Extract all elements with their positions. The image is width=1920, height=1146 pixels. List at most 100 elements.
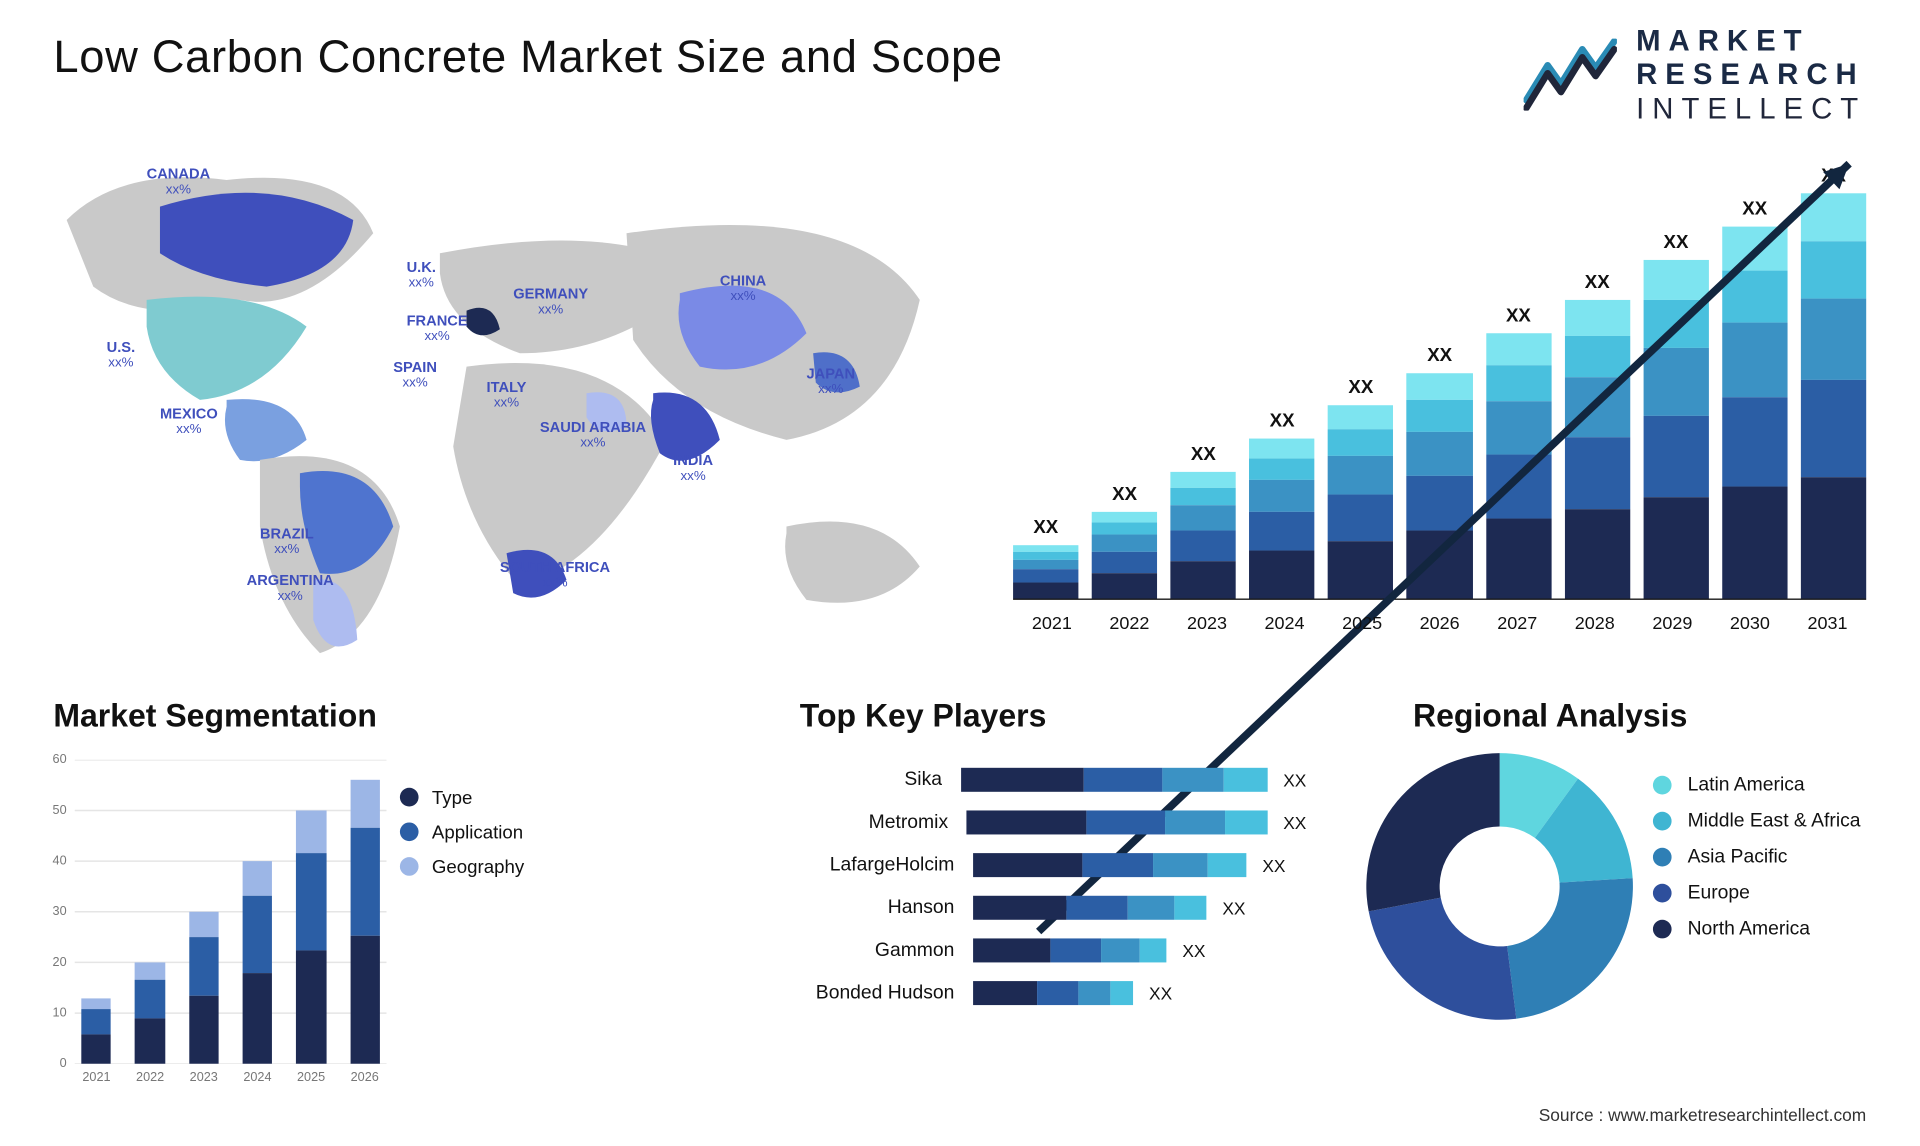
growth-bar: XX: [1328, 406, 1393, 599]
x-axis-year: 2031: [1789, 603, 1867, 640]
x-axis-year: 2021: [82, 1066, 112, 1093]
bar-value-label: XX: [1407, 343, 1472, 364]
logo-line-3: INTELLECT: [1636, 91, 1866, 125]
map-label: SAUDI ARABIAxx%: [540, 420, 646, 451]
legend-item: Europe: [1653, 882, 1861, 903]
growth-bar: XX: [1171, 472, 1236, 598]
map-label: MEXICOxx%: [160, 407, 218, 438]
map-label: ARGENTINAxx%: [247, 573, 334, 604]
legend-label: North America: [1688, 918, 1810, 939]
section-title-regional: Regional Analysis: [1413, 698, 1687, 735]
legend-swatch: [400, 857, 419, 876]
y-axis-tick: 50: [53, 803, 67, 818]
map-label: U.K.xx%: [407, 260, 436, 291]
bar-value-label: XX: [1801, 164, 1866, 185]
key-player-bar: [973, 938, 1166, 962]
segmentation-legend: Type Application Geography: [400, 773, 524, 890]
logo-line-2: RESEARCH: [1636, 58, 1866, 92]
segmentation-bar: [243, 861, 273, 1064]
y-axis-tick: 60: [53, 752, 67, 767]
key-player-row: Metromix XX: [800, 806, 1307, 838]
legend-swatch: [1653, 776, 1672, 795]
segmentation-bar: [189, 912, 219, 1064]
bar-value-label: XX: [1171, 443, 1236, 464]
growth-bar: XX: [1643, 260, 1708, 599]
x-axis-year: 2026: [1401, 603, 1479, 640]
map-label: FRANCExx%: [407, 313, 468, 344]
key-player-row: Hanson XX: [800, 892, 1307, 924]
x-axis-year: 2030: [1711, 603, 1789, 640]
growth-bar: XX: [1722, 226, 1787, 598]
map-label: U.S.xx%: [107, 340, 136, 371]
key-player-row: Bonded HudsonXX: [800, 977, 1307, 1009]
segmentation-bar: [296, 810, 326, 1063]
key-player-name: Sika: [800, 769, 961, 790]
y-axis-tick: 30: [53, 904, 67, 919]
growth-bar: XX: [1249, 439, 1314, 598]
key-player-bar: [967, 810, 1267, 834]
x-axis-year: 2029: [1634, 603, 1712, 640]
x-axis-year: 2023: [189, 1066, 219, 1093]
legend-item: Type: [400, 786, 524, 807]
key-player-value: XX: [1262, 855, 1285, 875]
y-axis-tick: 20: [53, 955, 67, 970]
x-axis-year: 2025: [1323, 603, 1401, 640]
x-axis-year: 2028: [1556, 603, 1634, 640]
growth-bar: XX: [1013, 545, 1078, 598]
key-player-name: Metromix: [800, 812, 967, 833]
map-label: ITALYxx%: [487, 380, 527, 411]
key-player-row: LafargeHolcim XX: [800, 849, 1307, 881]
bar-value-label: XX: [1328, 376, 1393, 397]
key-player-value: XX: [1182, 940, 1205, 960]
key-player-name: Hanson: [800, 897, 973, 918]
logo-mark-icon: [1524, 39, 1617, 111]
legend-label: Application: [432, 821, 523, 842]
bar-value-label: XX: [1092, 483, 1157, 504]
segmentation-bar: [135, 962, 165, 1063]
regional-donut-chart: [1360, 746, 1640, 1026]
key-player-bar: [961, 768, 1268, 792]
legend-swatch: [1653, 884, 1672, 903]
key-player-bar: [973, 896, 1206, 920]
x-axis-year: 2021: [1013, 603, 1091, 640]
source-line: Source : www.marketresearchintellect.com: [1539, 1105, 1866, 1125]
map-label: SOUTH AFRICAxx%: [500, 560, 610, 591]
legend-item: Geography: [400, 856, 524, 877]
bar-value-label: XX: [1564, 270, 1629, 291]
x-axis-year: 2024: [1246, 603, 1324, 640]
key-player-row: SikaXX: [800, 764, 1307, 796]
x-axis-year: 2024: [243, 1066, 273, 1093]
x-axis-year: 2022: [1091, 603, 1169, 640]
regional-legend: Latin America Middle East & Africa Asia Pa…: [1653, 760, 1861, 955]
bar-value-label: XX: [1643, 230, 1708, 251]
segmentation-chart: 0102030405060 202120222023202420252026: [40, 746, 387, 1093]
world-map: CANADAxx%U.S.xx%MEXICOxx%BRAZILxx%ARGENT…: [40, 127, 946, 674]
map-label: SPAINxx%: [393, 360, 437, 391]
legend-label: Type: [432, 786, 472, 807]
x-axis-year: 2026: [350, 1066, 380, 1093]
page-title: Low Carbon Concrete Market Size and Scop…: [53, 32, 1002, 84]
legend-swatch: [1653, 848, 1672, 867]
legend-item: Latin America: [1653, 774, 1861, 795]
legend-swatch: [400, 788, 419, 807]
map-label: GERMANYxx%: [513, 287, 588, 318]
growth-bar: XX: [1801, 193, 1866, 598]
legend-label: Middle East & Africa: [1688, 810, 1861, 831]
y-axis-tick: 0: [60, 1056, 67, 1071]
legend-item: Asia Pacific: [1653, 846, 1861, 867]
legend-item: Application: [400, 821, 524, 842]
key-player-name: LafargeHolcim: [800, 854, 973, 875]
legend-label: Europe: [1688, 882, 1750, 903]
legend-label: Asia Pacific: [1688, 846, 1788, 867]
brand-logo: MARKET RESEARCH INTELLECT: [1524, 24, 1866, 125]
growth-bar: XX: [1486, 333, 1551, 599]
key-player-row: GammonXX: [800, 934, 1307, 966]
map-label: CHINAxx%: [720, 273, 766, 304]
y-axis-tick: 40: [53, 854, 67, 869]
legend-swatch: [1653, 812, 1672, 831]
key-player-value: XX: [1283, 812, 1306, 832]
key-player-value: XX: [1222, 898, 1245, 918]
map-label: INDIAxx%: [673, 453, 713, 484]
growth-bar: XX: [1092, 512, 1157, 598]
section-title-segmentation: Market Segmentation: [53, 698, 377, 735]
